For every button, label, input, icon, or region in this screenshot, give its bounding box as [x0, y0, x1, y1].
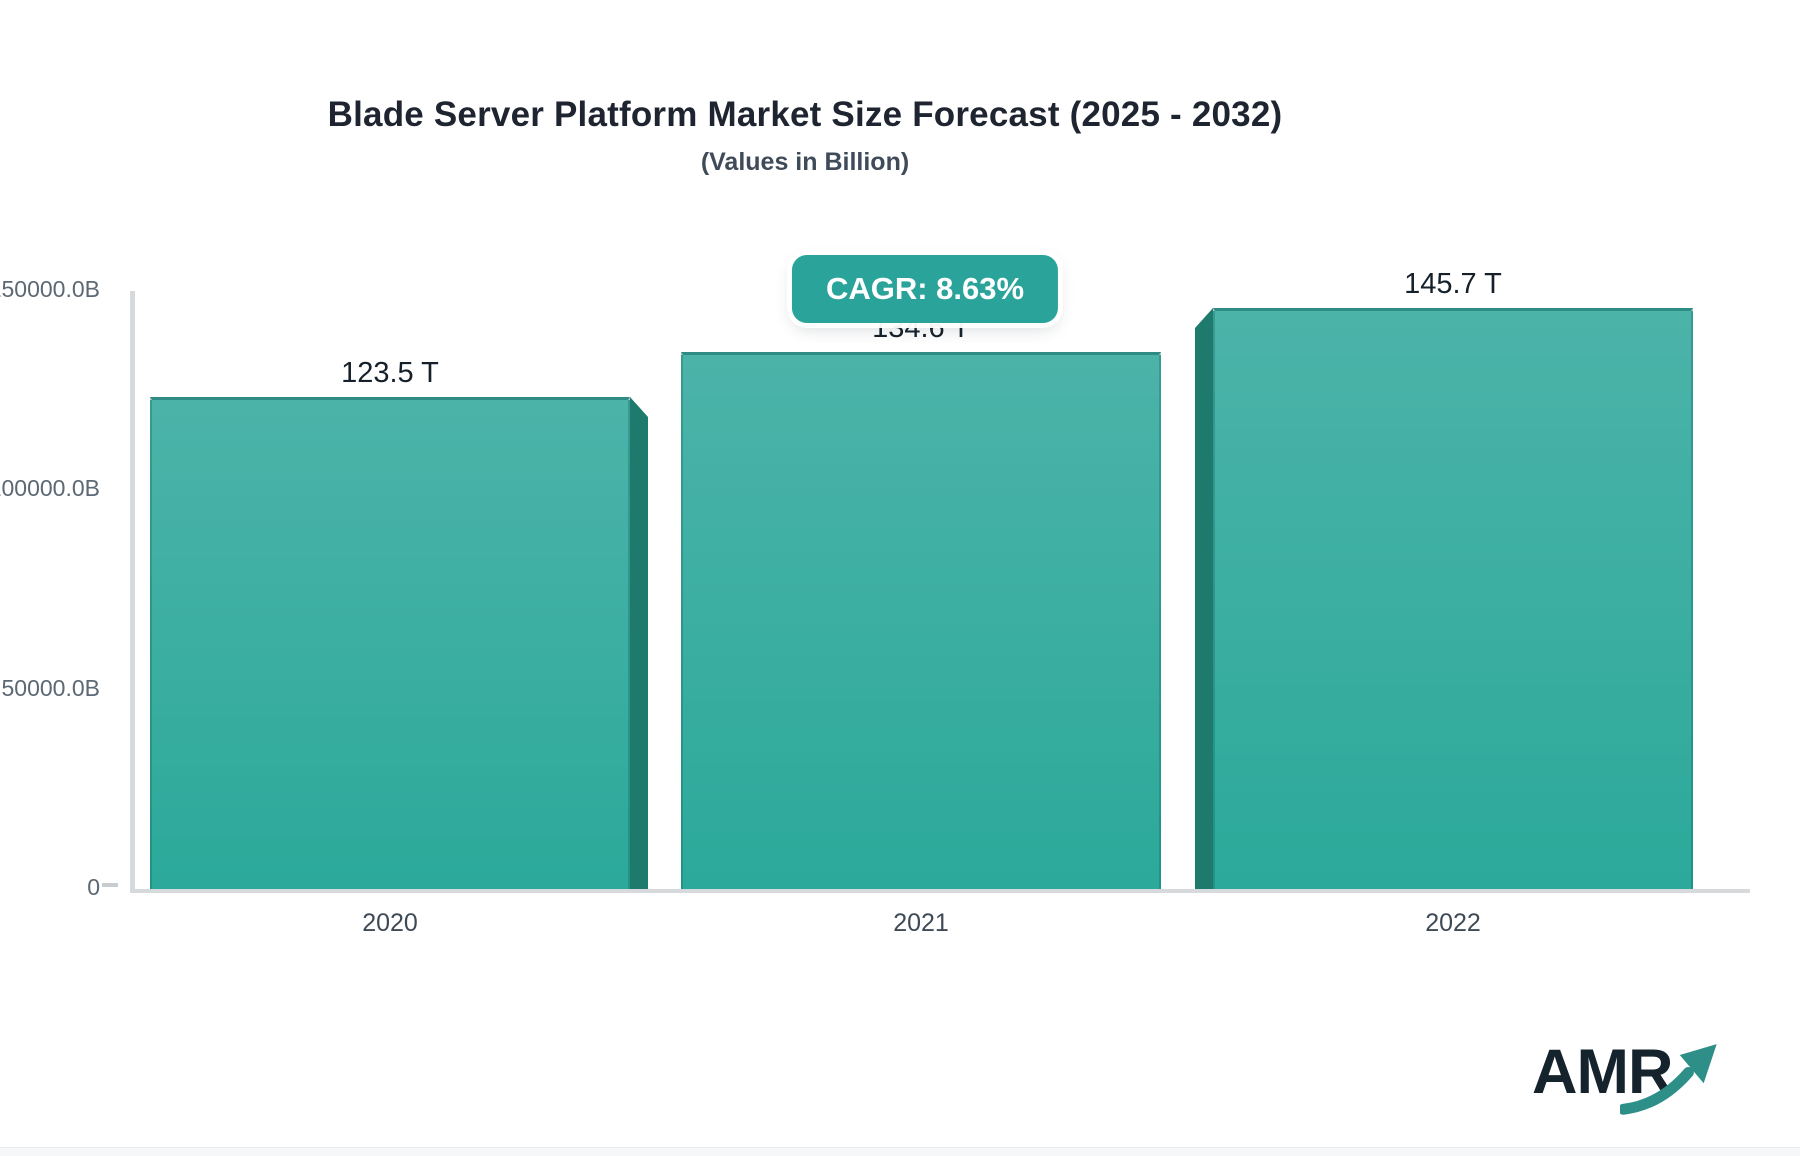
arrow-up-icon [1620, 1044, 1717, 1115]
bar-2020[interactable] [150, 397, 630, 889]
y-tick-dash-0 [102, 883, 118, 887]
page-bottom-edge [0, 1147, 1800, 1156]
bar-value-label-2022: 145.7 T [1404, 268, 1502, 300]
bar-2022-side-panel [1195, 308, 1213, 889]
y-tick-label-50000: 50000.0B [1, 675, 100, 701]
y-tick-label-100000: 100000.0B [0, 475, 100, 501]
y-tick-label-0: 0 [87, 874, 100, 900]
bar-2021[interactable] [681, 352, 1161, 889]
chart-subtitle: (Values in Billion) [700, 148, 910, 176]
y-tick-label-150000: 150000.0B [0, 276, 100, 302]
bar-2022[interactable] [1213, 308, 1693, 889]
bar-2020-side-panel [630, 397, 648, 889]
x-tick-label-2022: 2022 [1425, 909, 1481, 937]
amr-logo-text: AMR [1532, 1037, 1673, 1107]
amr-logo: AMR [1532, 1030, 1717, 1120]
x-tick-label-2021: 2021 [893, 909, 949, 937]
x-axis-line [130, 889, 1750, 893]
bar-value-label-2020: 123.5 T [341, 357, 439, 389]
chart-title: Blade Server Platform Market Size Foreca… [327, 95, 1283, 134]
x-tick-label-2020: 2020 [362, 909, 418, 937]
cagr-badge: CAGR: 8.63% [791, 255, 1059, 323]
y-axis-line [130, 291, 135, 889]
